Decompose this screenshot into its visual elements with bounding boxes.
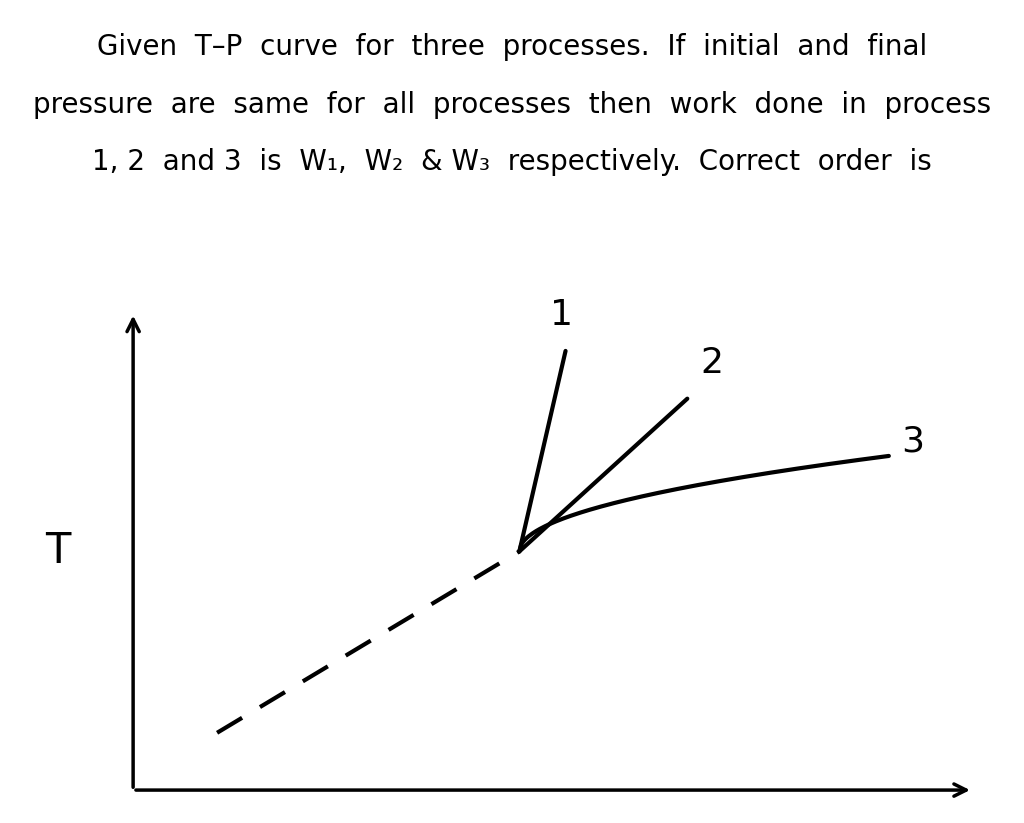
- Text: 3: 3: [901, 425, 925, 458]
- Text: T: T: [45, 530, 71, 573]
- Text: pressure  are  same  for  all  processes  then  work  done  in  process: pressure are same for all processes then…: [33, 91, 991, 119]
- Text: 1, 2  and 3  is  W₁,  W₂  & W₃  respectively.  Correct  order  is: 1, 2 and 3 is W₁, W₂ & W₃ respectively. …: [92, 148, 932, 176]
- Text: 1: 1: [550, 298, 572, 332]
- Text: Given  T–P  curve  for  three  processes.  If  initial  and  final: Given T–P curve for three processes. If …: [97, 33, 927, 61]
- Text: 2: 2: [700, 346, 723, 379]
